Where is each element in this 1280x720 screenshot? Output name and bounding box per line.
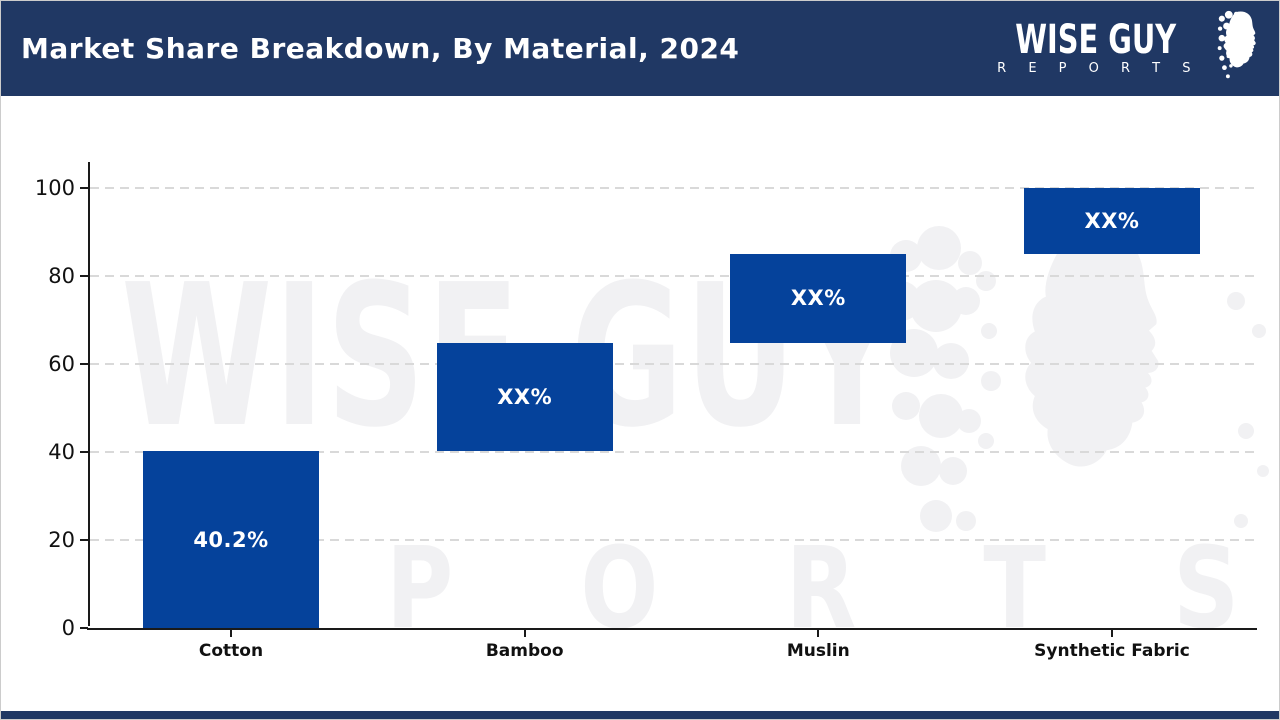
bar-value-label: XX%	[790, 286, 846, 311]
y-tick-mark-40	[80, 451, 88, 453]
y-tick-label-80: 80	[48, 264, 75, 288]
head-profile-icon	[1217, 10, 1256, 78]
logo-wordmark: WISE GUY	[1014, 17, 1176, 63]
watermark-tagline: P O R T S	[386, 524, 1280, 654]
y-tick-label-0: 0	[61, 616, 75, 640]
gridline-60	[90, 363, 1256, 365]
y-tick-label-100: 100	[34, 176, 75, 200]
x-axis	[87, 628, 1257, 630]
bar-synthetic-fabric: XX%	[1024, 188, 1200, 254]
category-label-4: Synthetic Fabric	[1034, 641, 1190, 661]
bar-bamboo: XX%	[436, 342, 613, 452]
y-tick-mark-100	[80, 187, 88, 189]
category-label-3: Muslin	[786, 641, 850, 661]
wise-guy-reports-logo: WISE GUY R E P O R T S	[984, 10, 1269, 88]
y-tick-mark-0	[80, 627, 88, 629]
gridline-40	[90, 451, 1256, 453]
y-tick-label-40: 40	[48, 440, 75, 464]
gridline-100	[90, 187, 1256, 189]
category-label-1: Cotton	[198, 641, 264, 661]
x-tick-mark-2	[523, 630, 526, 637]
logo-tagline: R E P O R T S	[997, 61, 1200, 76]
bar-value-label: 40.2%	[193, 527, 269, 552]
gridline-80	[90, 275, 1256, 277]
y-tick-mark-80	[80, 275, 88, 277]
page-title: Market Share Breakdown, By Material, 202…	[21, 32, 740, 65]
x-tick-mark-1	[230, 630, 232, 637]
footer-bar	[1, 711, 1279, 719]
category-label-2: Bamboo	[485, 641, 564, 661]
y-tick-label-60: 60	[48, 352, 75, 376]
gridline-20	[90, 539, 1256, 541]
x-tick-mark-3	[817, 630, 820, 637]
y-tick-mark-60	[80, 363, 88, 365]
bar-value-label: XX%	[1084, 209, 1140, 233]
bar-value-label: XX%	[497, 384, 553, 409]
waterfall-chart: 0 20 40 60 80 100 40.2% Cotton XX% Bamboo XX% Musli…	[1, 96, 1279, 713]
y-tick-label-20: 20	[48, 528, 75, 552]
x-tick-mark-4	[1111, 630, 1113, 637]
logo-text: WISE GUY R E P O R T S	[984, 17, 1207, 76]
bar-cotton: 40.2%	[143, 451, 319, 628]
y-tick-mark-20	[80, 539, 88, 541]
bar-muslin: XX%	[730, 254, 907, 343]
header-bar: Market Share Breakdown, By Material, 202…	[1, 1, 1279, 96]
y-axis	[88, 162, 90, 626]
